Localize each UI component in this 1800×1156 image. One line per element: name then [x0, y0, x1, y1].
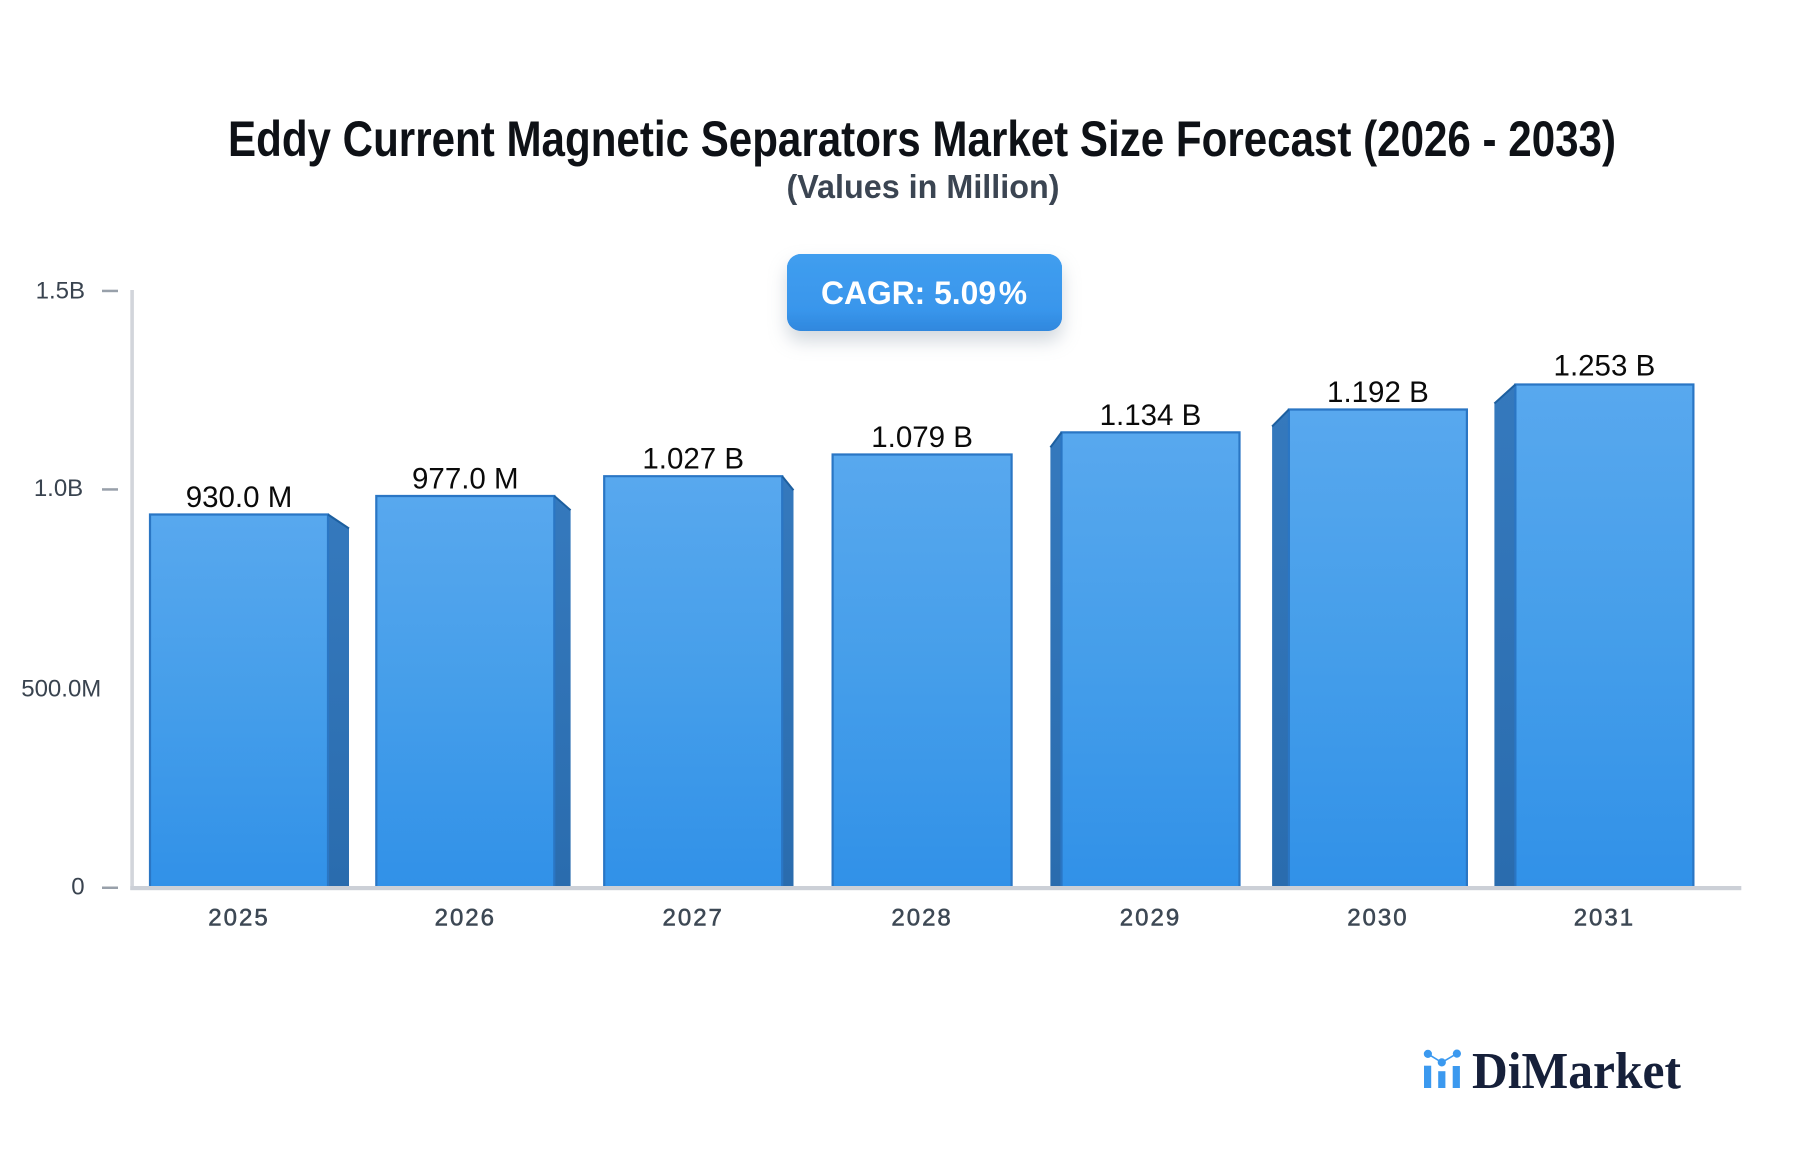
svg-text:DiMarket: DiMarket — [1472, 1043, 1682, 1100]
svg-text:2027: 2027 — [663, 905, 724, 932]
svg-text:(Values in Million): (Values in Million) — [787, 168, 1060, 205]
svg-text:2029: 2029 — [1120, 905, 1181, 932]
svg-text:1.134 B: 1.134 B — [1100, 399, 1202, 432]
svg-text:2030: 2030 — [1347, 905, 1408, 932]
svg-text:1.079 B: 1.079 B — [871, 421, 973, 454]
svg-text:2026: 2026 — [435, 905, 496, 932]
svg-text:1.027 B: 1.027 B — [642, 443, 744, 476]
svg-text:1.5B: 1.5B — [36, 278, 85, 305]
svg-text:0: 0 — [71, 874, 84, 901]
svg-text:1.253 B: 1.253 B — [1554, 350, 1656, 383]
svg-text:Eddy Current Magnetic Separato: Eddy Current Magnetic Separators Market … — [228, 110, 1616, 167]
svg-text:500.0M: 500.0M — [21, 676, 101, 703]
svg-text:930.0 M: 930.0 M — [186, 481, 293, 514]
svg-text:2031: 2031 — [1574, 905, 1635, 932]
svg-text:1.0B: 1.0B — [34, 475, 83, 502]
svg-text:CAGR: 5.09 %: CAGR: 5.09 % — [821, 275, 1027, 311]
svg-text:2028: 2028 — [891, 905, 952, 932]
svg-text:977.0 M: 977.0 M — [412, 463, 519, 496]
svg-text:1.192 B: 1.192 B — [1327, 376, 1429, 409]
svg-text:2025: 2025 — [208, 905, 269, 932]
